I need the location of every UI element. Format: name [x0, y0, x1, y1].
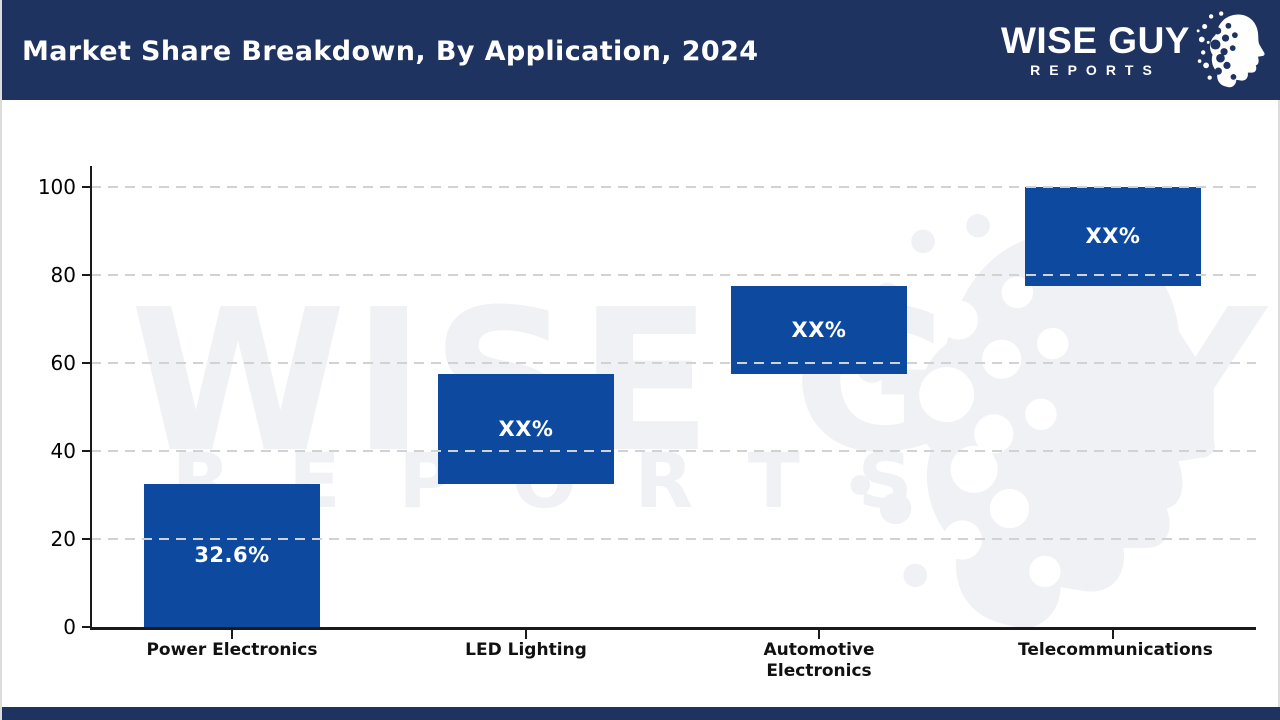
- y-tick-label: 60: [50, 351, 76, 375]
- y-tick-label: 20: [50, 527, 76, 551]
- x-axis-line: [90, 627, 1256, 630]
- y-tick-label: 40: [50, 439, 76, 463]
- header-bar: Market Share Breakdown, By Application, …: [2, 0, 1280, 100]
- y-tick-mark: [82, 450, 90, 452]
- y-tick-label: 100: [37, 175, 76, 199]
- x-tick-mark: [818, 630, 820, 639]
- y-tick-mark: [82, 362, 90, 364]
- gridline: [91, 538, 1256, 540]
- y-tick-label: 0: [63, 615, 76, 639]
- bar-segment: XX%: [438, 374, 614, 484]
- gridline: [91, 450, 1256, 452]
- dotted-face-profile-icon: [1196, 10, 1268, 96]
- x-category-label: LED Lighting: [465, 640, 587, 660]
- bar-segment: XX%: [731, 285, 907, 375]
- x-category-label: Telecommunications: [1018, 640, 1213, 660]
- y-tick-mark: [82, 626, 90, 628]
- logo-text: WISE GUY REPORTS: [1000, 20, 1190, 79]
- bar-value-label: XX%: [791, 317, 847, 342]
- bar-value-label: XX%: [498, 416, 554, 441]
- y-tick-mark: [82, 186, 90, 188]
- x-tick-mark: [231, 630, 233, 639]
- footer-bar: [2, 707, 1280, 720]
- logo-name: WISE GUY: [1000, 20, 1190, 61]
- y-tick-label: 80: [50, 263, 76, 287]
- y-tick-mark: [82, 538, 90, 540]
- chart-title: Market Share Breakdown, By Application, …: [22, 36, 759, 67]
- x-category-label: Power Electronics: [146, 640, 318, 660]
- x-tick-mark: [525, 630, 527, 639]
- bar-value-label: 32.6%: [194, 543, 270, 568]
- y-axis-line: [90, 166, 92, 629]
- x-tick-mark: [1112, 630, 1114, 639]
- gridline: [91, 362, 1256, 364]
- bar-value-label: XX%: [1085, 224, 1141, 249]
- y-tick-mark: [82, 274, 90, 276]
- bar-segment: 32.6%: [144, 483, 320, 627]
- watermark-face-icon: [802, 210, 1272, 654]
- logo-subtitle: REPORTS: [1030, 62, 1161, 78]
- bar-segment: XX%: [1025, 187, 1201, 286]
- x-category-label: Automotive Electronics: [763, 640, 875, 681]
- wise-guy-logo: WISE GUY REPORTS: [1001, 8, 1268, 96]
- gridline: [91, 274, 1256, 276]
- gridline: [91, 186, 1256, 188]
